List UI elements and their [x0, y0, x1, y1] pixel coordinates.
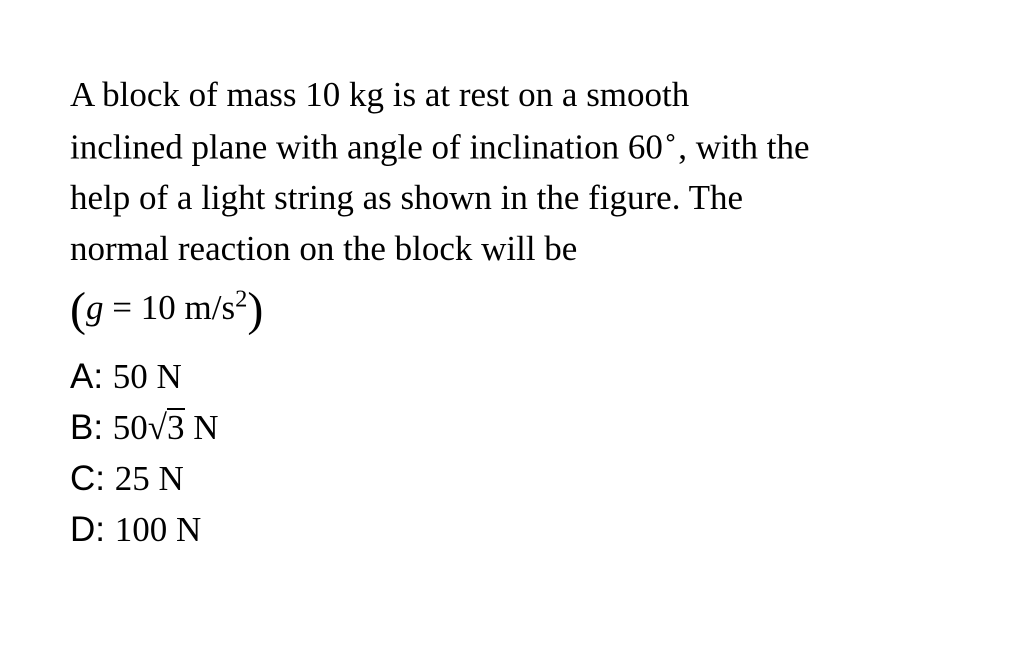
option-c-label: C: [70, 459, 115, 498]
g-variable: g [86, 288, 104, 327]
open-paren: ( [70, 283, 86, 336]
question-text-1: A block of mass [70, 75, 305, 114]
option-b: B: 50√3 N [70, 403, 974, 454]
sqrt-symbol: √ [148, 408, 167, 447]
option-b-value: 50 [113, 408, 148, 447]
options-list: A: 50 N B: 50√3 N C: 25 N D: 100 N [70, 352, 974, 555]
question-text-5: help of a light string as shown in the f… [70, 178, 743, 217]
g-unit-s: s [221, 288, 235, 327]
mass-value: 10 [305, 75, 340, 114]
sqrt-argument: 3 [167, 408, 185, 445]
angle-value: 60 [628, 127, 663, 166]
sqrt-expression: √3 [148, 403, 185, 454]
option-d: D: 100 N [70, 505, 974, 556]
g-value: 10 [141, 288, 176, 327]
option-c-unit: N [150, 459, 184, 498]
option-c: C: 25 N [70, 454, 974, 505]
question-text-2: is at rest on a smooth [384, 75, 689, 114]
question-text-4: , with the [678, 127, 809, 166]
question-body: A block of mass 10 kg is at rest on a sm… [70, 70, 974, 344]
close-paren: ) [247, 283, 263, 336]
g-unit-m: m [176, 288, 212, 327]
option-a-unit: N [148, 357, 182, 396]
option-b-label: B: [70, 408, 113, 447]
option-d-label: D: [70, 510, 115, 549]
option-b-unit: N [185, 408, 219, 447]
option-a-value: 50 [113, 357, 148, 396]
g-exponent: 2 [235, 285, 247, 312]
slash: / [212, 288, 222, 327]
option-a-label: A: [70, 357, 113, 396]
equals-sign: = [103, 288, 140, 327]
degree-symbol: ∘ [663, 125, 678, 152]
option-a: A: 50 N [70, 352, 974, 403]
option-d-value: 100 [115, 510, 168, 549]
question-text-6: normal reaction on the block will be [70, 229, 577, 268]
question-text-3: inclined plane with angle of inclination [70, 127, 628, 166]
option-c-value: 25 [115, 459, 150, 498]
mass-unit: kg [340, 75, 384, 114]
option-d-unit: N [167, 510, 201, 549]
